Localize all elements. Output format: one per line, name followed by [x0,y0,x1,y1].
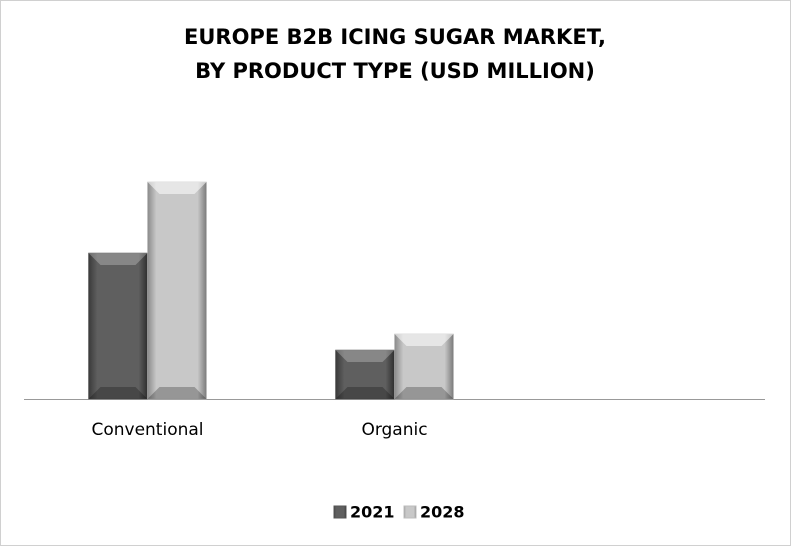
bar-bevel [394,387,454,399]
chart-title: BY PRODUCT TYPE (USD MILLION) [195,59,595,83]
bar-bevel [147,387,207,399]
bar [88,252,148,400]
x-tick-label: Organic [361,420,427,440]
bar [335,349,395,400]
chart-title: EUROPE B2B ICING SUGAR MARKET, [184,25,606,49]
legend-label: 2028 [420,503,465,522]
legend-swatch [403,505,417,519]
x-tick-label: Conventional [91,420,203,440]
bar-bevel [394,334,454,346]
bar-bevel [335,387,395,399]
bar [147,181,207,400]
legend-swatch [333,505,347,519]
legend-label: 2021 [350,503,395,522]
bar-bevel [88,253,148,265]
bar-bevel [88,387,148,399]
bar-bevel [335,350,395,362]
bar-bevel [147,182,207,194]
